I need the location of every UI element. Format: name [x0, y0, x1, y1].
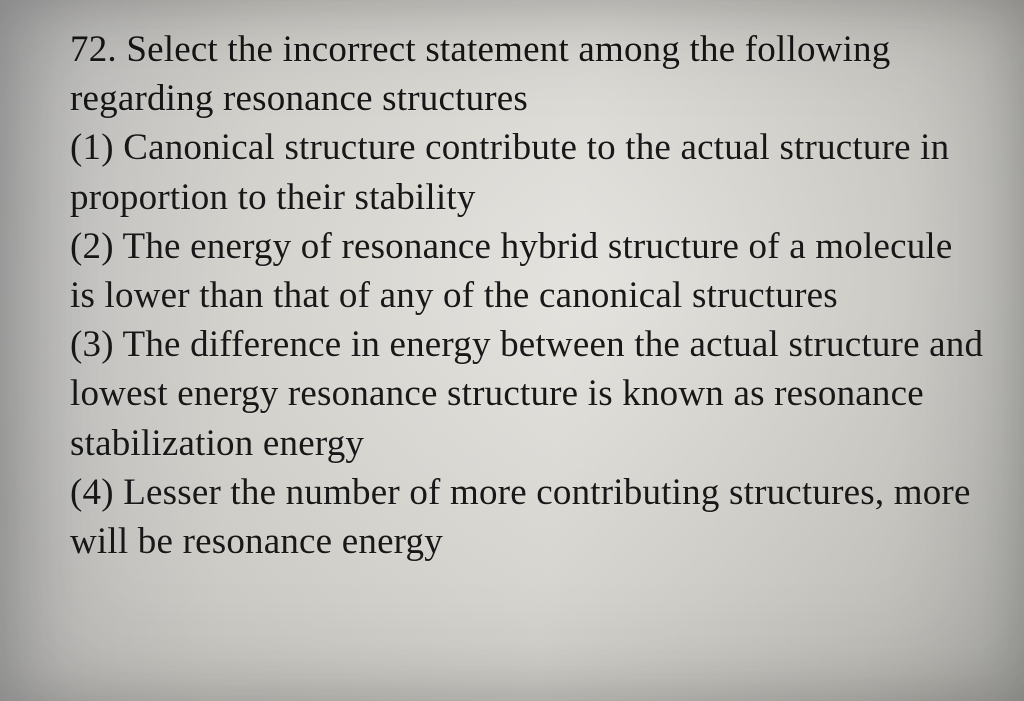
option-3-label: (3) [70, 324, 114, 365]
option-4-text: Lesser the number of more contributing s… [70, 472, 971, 562]
option-3: (3) The difference in energy between the… [70, 320, 984, 468]
option-1-text: Canonical structure contribute to the ac… [70, 127, 949, 217]
option-2-label: (2) [70, 226, 114, 267]
question-stem: 72. Select the incorrect statement among… [70, 25, 984, 123]
question-text: Select the incorrect statement among the… [70, 29, 890, 119]
option-2: (2) The energy of resonance hybrid struc… [70, 222, 984, 320]
option-4-label: (4) [70, 472, 114, 513]
option-1-label: (1) [70, 127, 114, 168]
page: 72. Select the incorrect statement among… [0, 0, 1024, 701]
option-2-text: The energy of resonance hybrid structure… [70, 226, 953, 316]
question-number: 72. [70, 29, 117, 70]
option-3-text: The difference in energy between the act… [70, 324, 983, 463]
option-4: (4) Lesser the number of more contributi… [70, 468, 984, 566]
option-1: (1) Canonical structure contribute to th… [70, 123, 984, 221]
